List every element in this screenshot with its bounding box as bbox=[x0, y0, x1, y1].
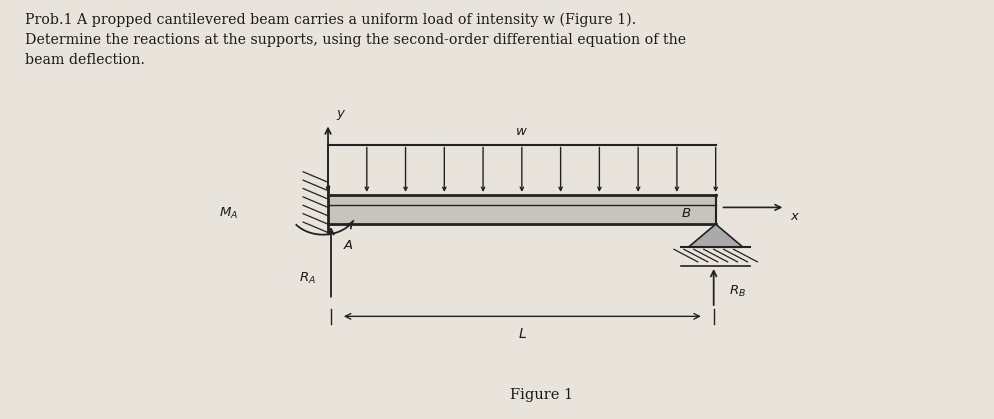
Text: $B$: $B$ bbox=[681, 207, 691, 220]
Text: $R_A$: $R_A$ bbox=[299, 271, 316, 286]
Text: $M_A$: $M_A$ bbox=[220, 206, 239, 221]
Text: $A$: $A$ bbox=[343, 239, 354, 252]
Text: $x$: $x$ bbox=[790, 210, 800, 222]
Text: $L$: $L$ bbox=[518, 327, 527, 341]
Text: Prob.1 A propped cantilevered beam carries a uniform load of intensity w (Figure: Prob.1 A propped cantilevered beam carri… bbox=[25, 13, 686, 67]
Text: $w$: $w$ bbox=[516, 125, 528, 138]
Bar bbox=[328, 195, 716, 224]
Text: Figure 1: Figure 1 bbox=[510, 388, 574, 402]
Polygon shape bbox=[688, 224, 743, 247]
Text: $y$: $y$ bbox=[336, 108, 346, 122]
Text: $R_B$: $R_B$ bbox=[729, 284, 746, 299]
